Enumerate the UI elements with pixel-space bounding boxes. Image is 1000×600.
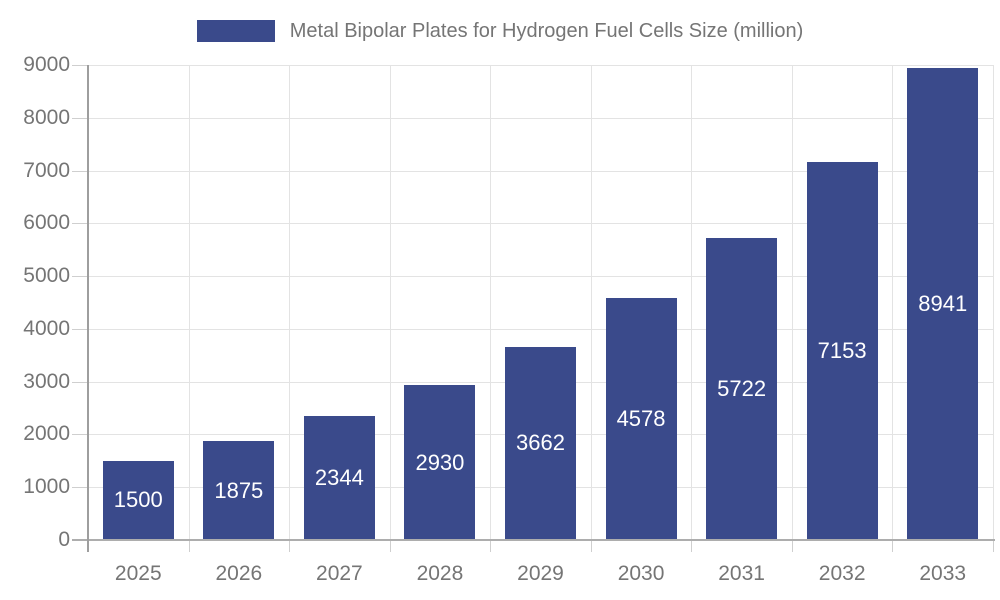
y-tick-label: 5000 bbox=[23, 264, 70, 288]
x-tick bbox=[188, 540, 190, 552]
bar-value-label: 5722 bbox=[717, 376, 767, 401]
bar-value-label: 3662 bbox=[516, 430, 565, 456]
x-tick bbox=[993, 540, 994, 552]
v-gridline bbox=[691, 65, 693, 540]
y-axis-line bbox=[87, 65, 89, 552]
y-tick bbox=[72, 170, 88, 172]
bar bbox=[907, 68, 979, 540]
h-gridline bbox=[88, 328, 993, 330]
x-tick bbox=[289, 540, 291, 552]
x-tick-label: 2030 bbox=[617, 562, 665, 585]
y-tick bbox=[72, 223, 88, 225]
v-gridline bbox=[389, 65, 391, 540]
h-gridline bbox=[88, 65, 993, 66]
y-tick bbox=[72, 276, 88, 278]
legend-swatch bbox=[196, 20, 275, 42]
v-gridline bbox=[791, 65, 793, 540]
chart-legend: Metal Bipolar Plates for Hydrogen Fuel C… bbox=[0, 17, 1000, 45]
x-tick-label: 2025 bbox=[114, 562, 162, 585]
x-tick bbox=[892, 540, 894, 552]
x-tick bbox=[590, 540, 592, 552]
y-tick bbox=[72, 65, 88, 66]
v-gridline bbox=[892, 65, 894, 540]
bar-value-label: 8941 bbox=[918, 291, 968, 317]
x-axis-line bbox=[72, 539, 995, 541]
bar-value-label: 2930 bbox=[415, 449, 465, 475]
bar bbox=[605, 298, 677, 540]
y-tick-label: 0 bbox=[58, 528, 70, 551]
y-tick-label: 6000 bbox=[23, 211, 70, 235]
y-tick-label: 8000 bbox=[23, 105, 70, 129]
bar-value-label: 7153 bbox=[817, 338, 867, 364]
bar-value-label: 1500 bbox=[113, 487, 163, 513]
x-tick bbox=[490, 540, 492, 552]
x-tick-label: 2032 bbox=[818, 562, 866, 585]
x-tick-label: 2028 bbox=[416, 562, 464, 585]
bar bbox=[303, 416, 375, 540]
x-tick bbox=[389, 540, 391, 552]
x-tick bbox=[791, 540, 793, 552]
v-gridline bbox=[490, 65, 492, 540]
h-gridline bbox=[88, 223, 993, 225]
bar-value-label: 4578 bbox=[616, 406, 666, 432]
h-gridline bbox=[88, 276, 993, 278]
bar bbox=[102, 460, 174, 540]
y-tick-label: 3000 bbox=[23, 369, 70, 393]
y-tick bbox=[72, 487, 88, 489]
x-tick-label: 2029 bbox=[517, 562, 564, 585]
y-tick bbox=[72, 381, 88, 383]
x-tick-label: 2026 bbox=[215, 562, 263, 585]
x-tick bbox=[691, 540, 693, 552]
h-gridline bbox=[88, 117, 993, 119]
v-gridline bbox=[289, 65, 291, 540]
h-gridline bbox=[88, 170, 993, 172]
x-tick-label: 2031 bbox=[718, 562, 765, 585]
y-tick bbox=[72, 328, 88, 330]
y-tick-label: 1000 bbox=[23, 475, 70, 499]
v-gridline bbox=[188, 65, 190, 540]
y-tick-label: 4000 bbox=[23, 316, 70, 340]
v-gridline bbox=[993, 65, 994, 540]
y-tick-label: 7000 bbox=[23, 158, 70, 182]
bar bbox=[404, 385, 476, 540]
bar-value-label: 2344 bbox=[314, 465, 364, 491]
bar bbox=[203, 441, 275, 540]
y-tick-label: 2000 bbox=[23, 422, 70, 446]
x-tick-label: 2027 bbox=[316, 562, 363, 585]
bar bbox=[806, 162, 878, 540]
v-gridline bbox=[590, 65, 592, 540]
y-tick bbox=[72, 434, 88, 436]
bar-value-label: 1875 bbox=[214, 477, 264, 503]
legend-label: Metal Bipolar Plates for Hydrogen Fuel C… bbox=[289, 19, 804, 42]
bar bbox=[505, 346, 576, 540]
y-tick bbox=[72, 117, 88, 119]
y-tick-label: 9000 bbox=[23, 53, 70, 76]
bar bbox=[706, 238, 778, 540]
x-tick-label: 2033 bbox=[919, 562, 967, 585]
